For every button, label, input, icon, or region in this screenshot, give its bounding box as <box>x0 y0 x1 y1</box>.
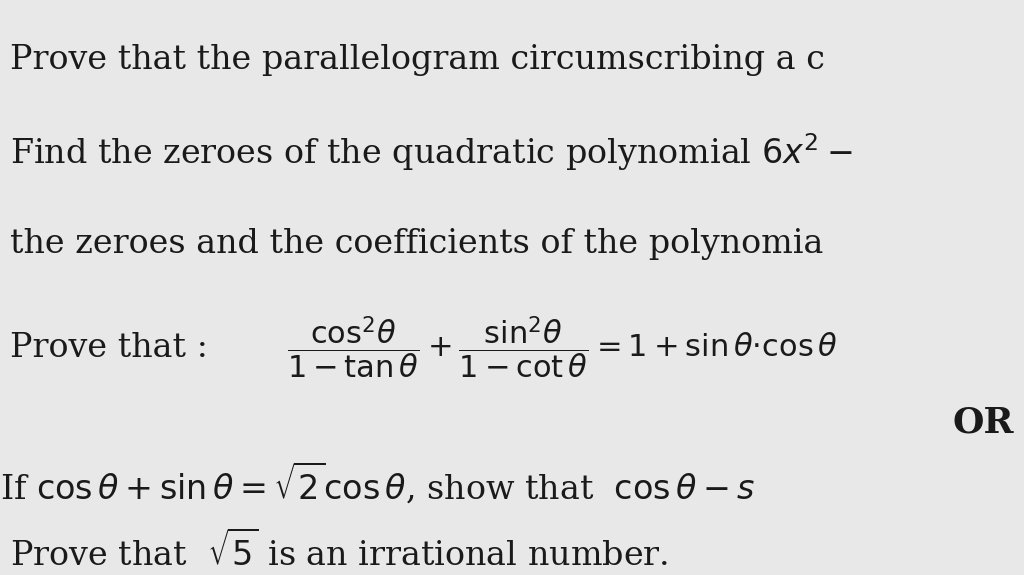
Text: Prove that the parallelogram circumscribing a c: Prove that the parallelogram circumscrib… <box>10 44 825 76</box>
Text: If $\cos\theta + \sin\theta = \sqrt{2}\cos\theta$, show that  $\cos\theta - s$: If $\cos\theta + \sin\theta = \sqrt{2}\c… <box>0 460 756 506</box>
Text: Prove that :: Prove that : <box>10 332 219 364</box>
Text: the zeroes and the coefficients of the polynomia: the zeroes and the coefficients of the p… <box>10 228 823 260</box>
Text: OR: OR <box>952 405 1014 440</box>
Text: Find the zeroes of the quadratic polynomial $6x^2-$: Find the zeroes of the quadratic polynom… <box>10 132 853 173</box>
Text: Prove that  $\sqrt{5}$ is an irrational number.: Prove that $\sqrt{5}$ is an irrational n… <box>10 531 669 573</box>
Text: $\dfrac{\cos^2\!\theta}{1-\tan\theta} + \dfrac{\sin^2\!\theta}{1-\cot\theta} = 1: $\dfrac{\cos^2\!\theta}{1-\tan\theta} + … <box>287 315 838 381</box>
